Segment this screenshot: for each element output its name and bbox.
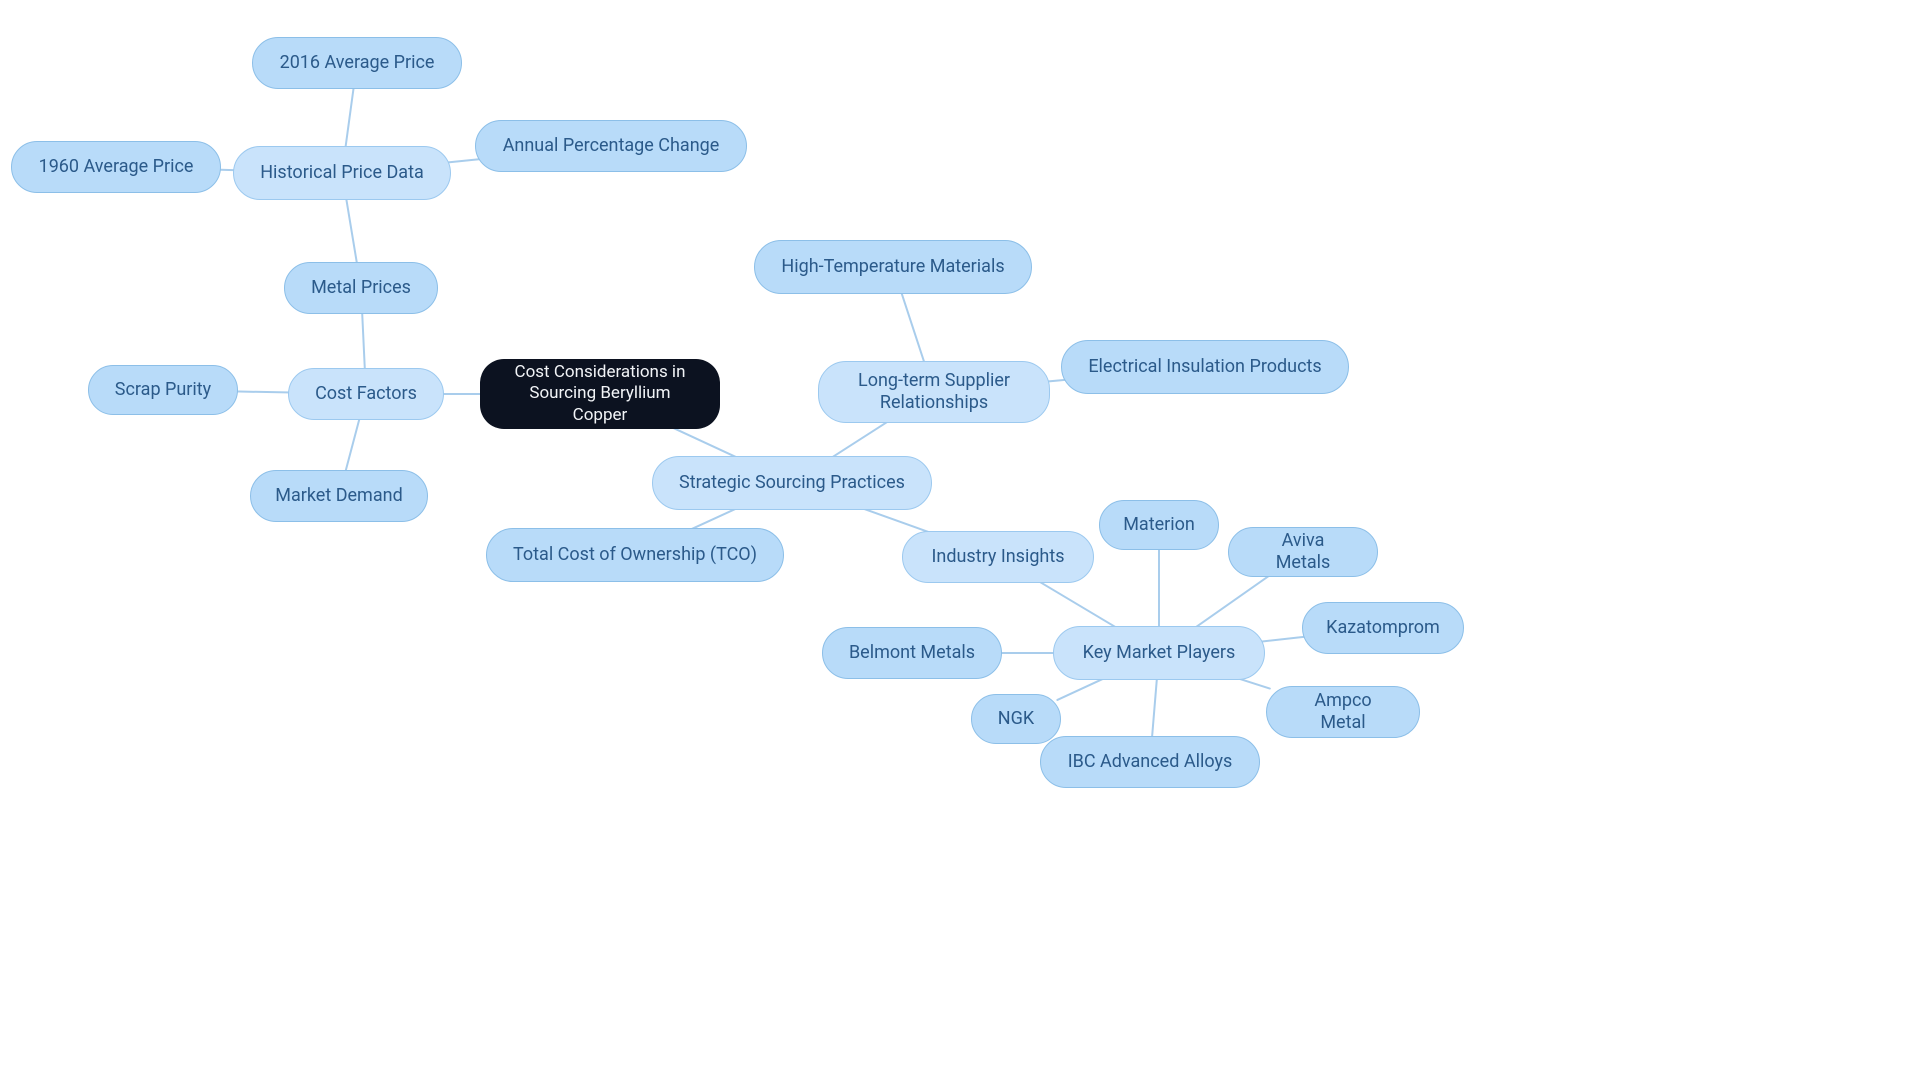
edge-metal_prices-hist_price (346, 196, 358, 266)
edge-insights-key_players (1038, 581, 1117, 628)
edge-long_term-high_temp (901, 290, 925, 365)
edge-key_players-kazatomprom (1261, 637, 1306, 642)
node-kazatomprom: Kazatomprom (1302, 602, 1464, 654)
node-belmont: Belmont Metals (822, 627, 1002, 679)
node-elec_insul: Electrical Insulation Products (1061, 340, 1349, 394)
edge-hist_price-price_2016 (345, 85, 354, 150)
node-market_demand: Market Demand (250, 470, 428, 522)
edge-hist_price-annual_pct (447, 159, 479, 162)
node-ngk: NGK (971, 694, 1061, 744)
edge-cost_factors-metal_prices (362, 310, 365, 372)
edge-key_players-ngk (1057, 678, 1104, 700)
edge-key_players-ampco (1239, 679, 1269, 689)
edge-strategic-long_term (831, 421, 889, 458)
edge-key_players-ibc (1152, 676, 1157, 740)
mindmap-canvas: Cost Considerations in Sourcing Berylliu… (0, 0, 1920, 1083)
node-tco: Total Cost of Ownership (TCO) (486, 528, 784, 582)
edge-cost_factors-scrap_purity (234, 391, 292, 392)
node-annual_pct: Annual Percentage Change (475, 120, 747, 172)
node-scrap_purity: Scrap Purity (88, 365, 238, 415)
node-strategic: Strategic Sourcing Practices (652, 456, 932, 510)
node-aviva: Aviva Metals (1228, 527, 1378, 577)
node-price_1960: 1960 Average Price (11, 141, 221, 193)
edge-key_players-aviva (1194, 575, 1270, 629)
edge-strategic-tco (690, 508, 737, 529)
node-root: Cost Considerations in Sourcing Berylliu… (480, 359, 720, 429)
node-ampco: Ampco Metal (1266, 686, 1420, 738)
node-high_temp: High-Temperature Materials (754, 240, 1032, 294)
node-insights: Industry Insights (902, 531, 1094, 583)
node-price_2016: 2016 Average Price (252, 37, 462, 89)
node-hist_price: Historical Price Data (233, 146, 451, 200)
node-metal_prices: Metal Prices (284, 262, 438, 314)
node-materion: Materion (1099, 500, 1219, 550)
node-ibc: IBC Advanced Alloys (1040, 736, 1260, 788)
node-cost_factors: Cost Factors (288, 368, 444, 420)
node-key_players: Key Market Players (1053, 626, 1265, 680)
edge-strategic-insights (863, 509, 929, 533)
edge-cost_factors-market_demand (345, 416, 360, 474)
edge-root-strategic (672, 427, 738, 457)
node-long_term: Long-term Supplier Relationships (818, 361, 1050, 423)
